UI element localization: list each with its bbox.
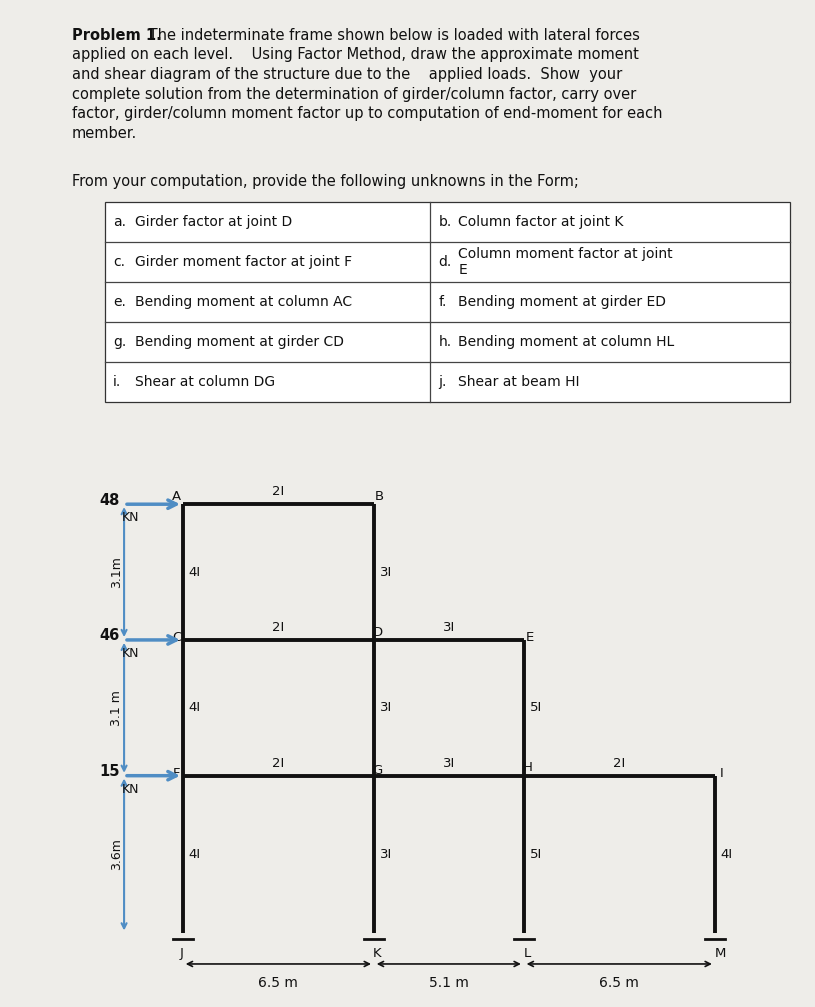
Text: 4I: 4I (720, 848, 733, 861)
Text: b.: b. (438, 215, 452, 230)
Text: H: H (522, 761, 532, 774)
Text: L: L (524, 947, 531, 960)
Text: KN: KN (122, 512, 139, 525)
Text: member.: member. (72, 126, 137, 141)
Text: 5I: 5I (530, 701, 542, 714)
Text: Girder moment factor at joint F: Girder moment factor at joint F (135, 255, 352, 269)
Text: 3.6m: 3.6m (109, 839, 122, 870)
Text: f.: f. (438, 295, 447, 309)
Text: C: C (172, 631, 181, 644)
Text: 4I: 4I (189, 566, 201, 579)
Text: Shear at column DG: Shear at column DG (135, 376, 275, 390)
Text: a.: a. (113, 215, 126, 230)
Text: j.: j. (438, 376, 447, 390)
Text: factor, girder/column moment factor up to computation of end-moment for each: factor, girder/column moment factor up t… (72, 106, 663, 121)
Text: KN: KN (122, 782, 139, 796)
Text: 2I: 2I (272, 485, 284, 498)
Text: Bending moment at girder CD: Bending moment at girder CD (135, 335, 344, 349)
Text: A: A (172, 489, 181, 502)
Text: Shear at beam HI: Shear at beam HI (458, 376, 580, 390)
Text: 5.1 m: 5.1 m (429, 976, 469, 990)
Text: 48: 48 (99, 492, 120, 508)
Text: 2I: 2I (613, 756, 625, 769)
Text: applied on each level.    Using Factor Method, draw the approximate moment: applied on each level. Using Factor Meth… (72, 47, 639, 62)
Text: 3I: 3I (380, 701, 392, 714)
Text: 3I: 3I (443, 621, 455, 634)
Text: F: F (173, 767, 180, 780)
Text: Bending moment at column AC: Bending moment at column AC (135, 295, 352, 309)
Text: 3I: 3I (380, 566, 392, 579)
Text: M: M (715, 947, 725, 960)
Text: 2I: 2I (272, 756, 284, 769)
Text: From your computation, provide the following unknowns in the Form;: From your computation, provide the follo… (72, 174, 579, 189)
Text: 3.1 m: 3.1 m (109, 690, 122, 726)
Text: i.: i. (113, 376, 121, 390)
Text: 15: 15 (99, 764, 120, 779)
Text: The indeterminate frame shown below is loaded with lateral forces: The indeterminate frame shown below is l… (144, 28, 640, 43)
Text: B: B (375, 489, 384, 502)
Text: Problem 1.: Problem 1. (72, 28, 161, 43)
Text: E: E (526, 631, 535, 644)
Text: Column moment factor at joint
E: Column moment factor at joint E (458, 247, 673, 277)
Text: 2I: 2I (272, 621, 284, 634)
Text: 5I: 5I (530, 848, 542, 861)
Text: K: K (373, 947, 381, 960)
Text: and shear diagram of the structure due to the    applied loads.  Show  your: and shear diagram of the structure due t… (72, 67, 622, 82)
Text: 46: 46 (99, 628, 120, 643)
Text: h.: h. (438, 335, 452, 349)
Text: KN: KN (122, 646, 139, 660)
Text: 4I: 4I (189, 701, 201, 714)
Bar (105, 202, 790, 402)
Text: D: D (372, 625, 382, 638)
Text: 3I: 3I (380, 848, 392, 861)
Text: d.: d. (438, 255, 452, 269)
Text: Bending moment at girder ED: Bending moment at girder ED (458, 295, 667, 309)
Text: J: J (179, 947, 183, 960)
Text: Bending moment at column HL: Bending moment at column HL (458, 335, 675, 349)
Text: G: G (372, 764, 382, 777)
Text: complete solution from the determination of girder/column factor, carry over: complete solution from the determination… (72, 87, 637, 102)
Text: 6.5 m: 6.5 m (258, 976, 298, 990)
Text: 3I: 3I (443, 756, 455, 769)
Text: I: I (720, 767, 723, 780)
Text: e.: e. (113, 295, 126, 309)
Text: 3.1m: 3.1m (109, 556, 122, 588)
Text: 4I: 4I (189, 848, 201, 861)
Text: 6.5 m: 6.5 m (599, 976, 639, 990)
Text: Girder factor at joint D: Girder factor at joint D (135, 215, 293, 230)
Text: c.: c. (113, 255, 125, 269)
Text: Column factor at joint K: Column factor at joint K (458, 215, 623, 230)
Text: g.: g. (113, 335, 126, 349)
